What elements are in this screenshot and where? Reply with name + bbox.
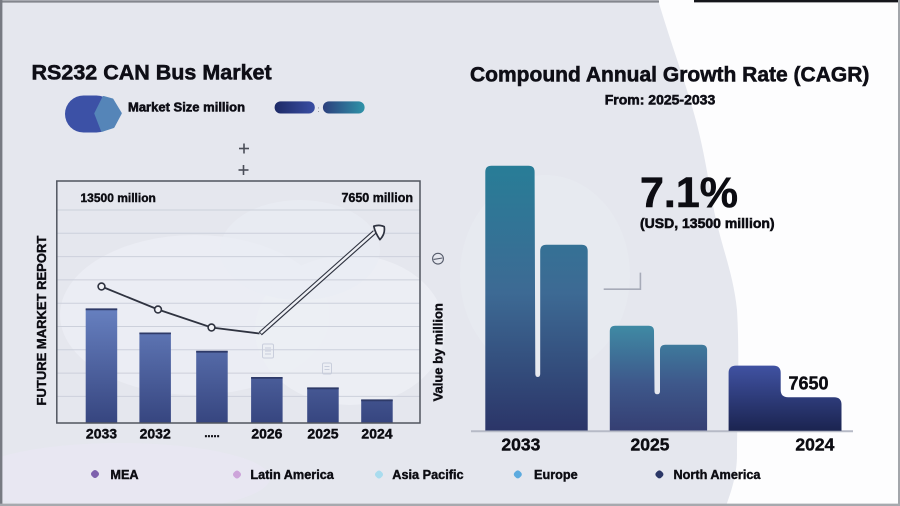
svg-text:2032: 2032 (140, 426, 171, 442)
svg-text:2025: 2025 (631, 435, 670, 455)
svg-text:North America: North America (674, 468, 762, 482)
svg-text:2024: 2024 (795, 435, 834, 455)
svg-text:2033: 2033 (501, 435, 540, 455)
svg-text:2024: 2024 (361, 426, 392, 442)
svg-text:7650 million: 7650 million (341, 191, 413, 205)
svg-text:Europe: Europe (534, 468, 578, 482)
svg-text:2025: 2025 (307, 426, 338, 442)
svg-text:Latin America: Latin America (250, 468, 334, 482)
svg-text:Market Size million: Market Size million (128, 100, 245, 115)
svg-text:2026: 2026 (251, 426, 282, 442)
svg-text:7.1%: 7.1% (640, 169, 738, 217)
svg-text:FUTURE MARKET REPORT: FUTURE MARKET REPORT (34, 236, 49, 406)
svg-text:MEA: MEA (110, 468, 138, 482)
svg-text::: : (317, 105, 319, 114)
svg-text:Asia Pacific: Asia Pacific (392, 468, 463, 482)
svg-text:2033: 2033 (86, 426, 117, 442)
svg-text:Value by million: Value by million (430, 303, 445, 401)
svg-text:From: 2025-2033: From: 2025-2033 (605, 92, 716, 108)
svg-text:.....: ..... (204, 428, 219, 440)
svg-text:RS232 CAN Bus Market: RS232 CAN Bus Market (32, 61, 272, 85)
svg-text:7650: 7650 (788, 374, 828, 394)
svg-text:Compound Annual Growth Rate (C: Compound Annual Growth Rate (CAGR) (470, 64, 869, 87)
svg-text:(USD, 13500 million): (USD, 13500 million) (640, 215, 775, 231)
svg-text:13500 million: 13500 million (81, 191, 156, 205)
